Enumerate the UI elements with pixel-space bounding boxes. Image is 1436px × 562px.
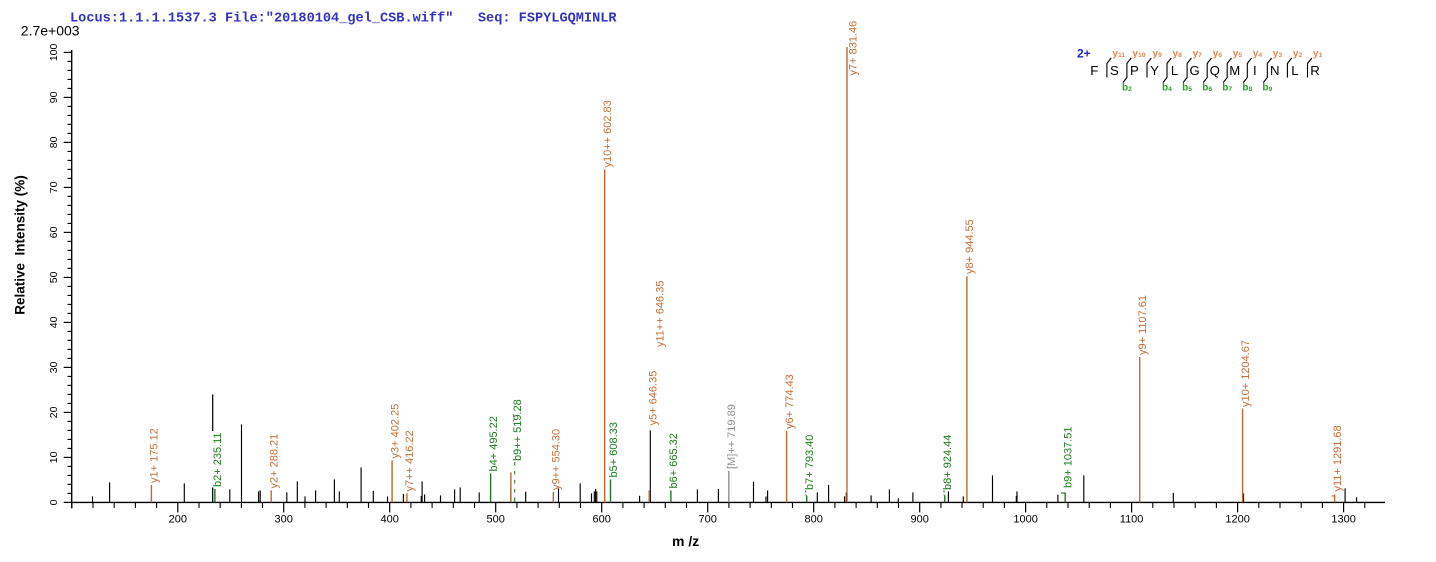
svg-text:b8+ 924.44: b8+ 924.44	[942, 435, 954, 490]
svg-text:m /z: m /z	[672, 533, 699, 549]
svg-text:L: L	[1291, 63, 1298, 78]
svg-text:50: 50	[48, 271, 60, 283]
svg-text:y1: y1	[1313, 49, 1323, 60]
svg-text:70: 70	[48, 181, 60, 193]
svg-text:N: N	[1270, 63, 1280, 78]
svg-text:0: 0	[48, 499, 60, 505]
svg-text:b9++ 519.28: b9++ 519.28	[512, 399, 524, 461]
svg-text:y4: y4	[1253, 49, 1263, 60]
svg-text:y11: y11	[1112, 49, 1125, 60]
svg-text:y1+ 175.12: y1+ 175.12	[149, 428, 161, 483]
svg-text:b4: b4	[1162, 83, 1172, 94]
svg-text:90: 90	[48, 91, 60, 103]
svg-text:2.7e+003: 2.7e+003	[21, 23, 80, 39]
svg-text:y11+ 1291.68: y11+ 1291.68	[1332, 425, 1344, 491]
svg-text:b4+ 495.22: b4+ 495.22	[488, 416, 500, 471]
svg-text:Locus:1.1.1.1537.3 File:"20180: Locus:1.1.1.1537.3 File:"20180104_gel_CS…	[70, 12, 617, 27]
svg-text:y2+ 288.21: y2+ 288.21	[269, 434, 281, 489]
svg-text:30: 30	[48, 361, 60, 373]
svg-text:R: R	[1310, 63, 1320, 78]
svg-text:200: 200	[169, 514, 187, 526]
svg-text:y8: y8	[1173, 49, 1183, 60]
svg-text:300: 300	[275, 514, 293, 526]
svg-text:100: 100	[48, 43, 60, 61]
svg-text:y3: y3	[1273, 49, 1283, 60]
svg-text:60: 60	[48, 226, 60, 238]
svg-text:G: G	[1189, 63, 1199, 78]
svg-text:900: 900	[911, 514, 929, 526]
svg-text:[M]++ 719.89: [M]++ 719.89	[726, 404, 738, 469]
svg-text:b5+ 608.33: b5+ 608.33	[608, 422, 620, 477]
svg-text:P: P	[1130, 63, 1139, 78]
svg-text:b9+ 1037.51: b9+ 1037.51	[1063, 427, 1075, 488]
svg-text:10: 10	[48, 451, 60, 463]
svg-text:b8: b8	[1242, 83, 1252, 94]
svg-text:b5: b5	[1182, 83, 1192, 94]
svg-text:700: 700	[699, 514, 717, 526]
svg-text:y10++ 602.83: y10++ 602.83	[602, 100, 614, 167]
svg-text:40: 40	[48, 316, 60, 328]
svg-text:b9: b9	[1262, 83, 1272, 94]
svg-text:b7: b7	[1222, 83, 1232, 94]
svg-text:b2: b2	[1122, 83, 1132, 94]
svg-text:y9++ 554.30: y9++ 554.30	[551, 429, 563, 490]
svg-text:I: I	[1253, 63, 1257, 78]
svg-text:Q: Q	[1210, 63, 1220, 78]
svg-text:b6: b6	[1202, 83, 1212, 94]
svg-text:y7++ 416.22: y7++ 416.22	[404, 430, 416, 491]
svg-text:20: 20	[48, 406, 60, 418]
svg-text:b7+ 793.40: b7+ 793.40	[804, 435, 816, 490]
svg-text:y2: y2	[1293, 49, 1303, 60]
svg-text:600: 600	[593, 514, 611, 526]
svg-text:y6+ 774.43: y6+ 774.43	[784, 374, 796, 429]
svg-text:L: L	[1171, 63, 1178, 78]
svg-text:y10: y10	[1132, 49, 1145, 60]
svg-text:y9: y9	[1153, 49, 1163, 60]
svg-text:1300: 1300	[1331, 514, 1355, 526]
svg-text:80: 80	[48, 136, 60, 148]
svg-text:y5+ 646.35: y5+ 646.35	[648, 371, 660, 426]
svg-text:800: 800	[805, 514, 823, 526]
svg-text:2+: 2+	[1077, 47, 1091, 61]
svg-text:y10+ 1204.67: y10+ 1204.67	[1240, 340, 1252, 407]
svg-text:Y: Y	[1150, 63, 1159, 78]
svg-text:S: S	[1110, 63, 1119, 78]
svg-text:y7: y7	[1193, 49, 1203, 60]
svg-text:y5: y5	[1233, 49, 1243, 60]
svg-text:1200: 1200	[1225, 514, 1249, 526]
svg-text:F: F	[1090, 63, 1098, 78]
svg-text:Relative Intensity (%): Relative Intensity (%)	[13, 175, 28, 315]
svg-text:M: M	[1229, 63, 1240, 78]
svg-text:y6: y6	[1213, 49, 1223, 60]
svg-text:y7+ 831.46: y7+ 831.46	[848, 21, 860, 76]
svg-text:b2+ 235.11: b2+ 235.11	[212, 432, 224, 487]
svg-text:y9+ 1107.61: y9+ 1107.61	[1137, 295, 1149, 355]
svg-text:y8+ 944.55: y8+ 944.55	[964, 219, 976, 274]
svg-text:b6+ 665.32: b6+ 665.32	[668, 433, 680, 488]
svg-text:400: 400	[381, 514, 399, 526]
svg-text:y3+ 402.25: y3+ 402.25	[389, 404, 401, 459]
svg-text:1000: 1000	[1013, 514, 1037, 526]
svg-text:500: 500	[487, 514, 505, 526]
svg-text:y11++ 646.35: y11++ 646.35	[654, 281, 666, 347]
svg-text:1100: 1100	[1120, 514, 1144, 526]
